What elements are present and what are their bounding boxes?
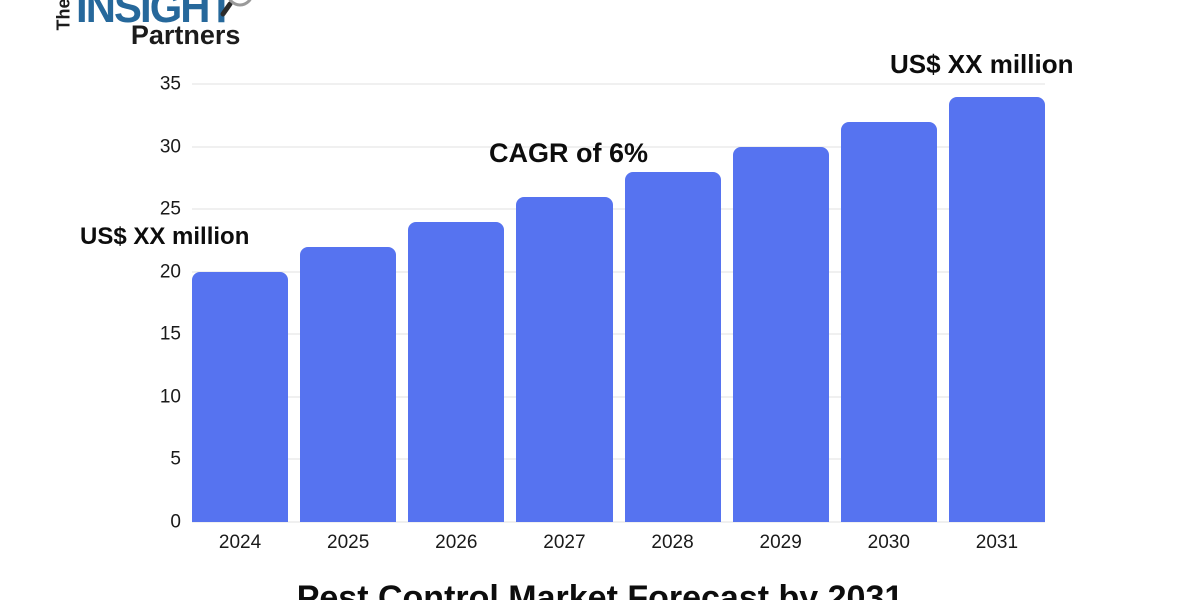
plot-area: 2024 2025 2026 2027 2028 2029 2030 2031 0 5 10 15 2… xyxy=(160,75,1045,553)
y-tick-label-0: 0 xyxy=(170,511,181,533)
y-tick-label-10: 10 xyxy=(159,386,181,408)
x-tick-label-2029: 2029 xyxy=(759,532,802,553)
x-tick-label-2031: 2031 xyxy=(975,532,1019,553)
bar-2025 xyxy=(300,246,397,522)
bar-2030 xyxy=(840,121,937,522)
x-labels-row: 2024 2025 2026 2027 2028 2029 2030 2031 xyxy=(192,522,1045,554)
x-tick-label-2025: 2025 xyxy=(327,532,370,553)
bar-2026 xyxy=(408,221,505,522)
y-tick-label-20: 20 xyxy=(159,261,181,283)
y-tick-label-5: 5 xyxy=(170,448,181,470)
logo-main: INSIGHT xyxy=(76,0,252,32)
start-value-annotation: US$ XX million xyxy=(80,223,250,250)
gridline-5 xyxy=(192,458,1045,460)
y-tick-label-25: 25 xyxy=(159,198,181,220)
x-tick-label-2027: 2027 xyxy=(543,532,586,553)
logo-partners-text: Partners xyxy=(130,20,241,50)
bar-2028 xyxy=(624,171,721,522)
logo-insight-text: INSIGHT xyxy=(76,0,234,32)
bars-row xyxy=(192,84,1045,522)
magnifier-icon xyxy=(220,0,252,17)
gridline-25 xyxy=(192,208,1045,210)
bar-2029 xyxy=(732,146,829,522)
y-tick-label-30: 30 xyxy=(159,136,181,158)
bar-2031 xyxy=(948,96,1045,522)
insight-partners-logo: The INSIGHT Partners xyxy=(53,0,252,51)
gridline-20 xyxy=(192,271,1045,273)
end-value-annotation: US$ XX million xyxy=(890,49,1074,79)
y-tick-label-35: 35 xyxy=(159,73,181,95)
chart-title: Pest Control Market Forecast by 2031 xyxy=(296,579,904,600)
gridline-35 xyxy=(192,83,1045,85)
gridline-30 xyxy=(192,146,1045,148)
gridline-15 xyxy=(192,333,1045,335)
gridline-0 xyxy=(192,521,1045,523)
cagr-annotation: CAGR of 6% xyxy=(489,138,649,168)
bar-2024 xyxy=(192,271,289,522)
bar-2027 xyxy=(516,196,613,522)
x-tick-label-2024: 2024 xyxy=(218,532,262,553)
x-tick-label-2026: 2026 xyxy=(435,532,478,553)
gridline-10 xyxy=(192,396,1045,398)
y-tick-label-15: 15 xyxy=(159,323,181,345)
x-tick-label-2030: 2030 xyxy=(867,532,910,553)
logo-the-text: The xyxy=(53,0,74,31)
x-tick-label-2028: 2028 xyxy=(651,532,694,553)
